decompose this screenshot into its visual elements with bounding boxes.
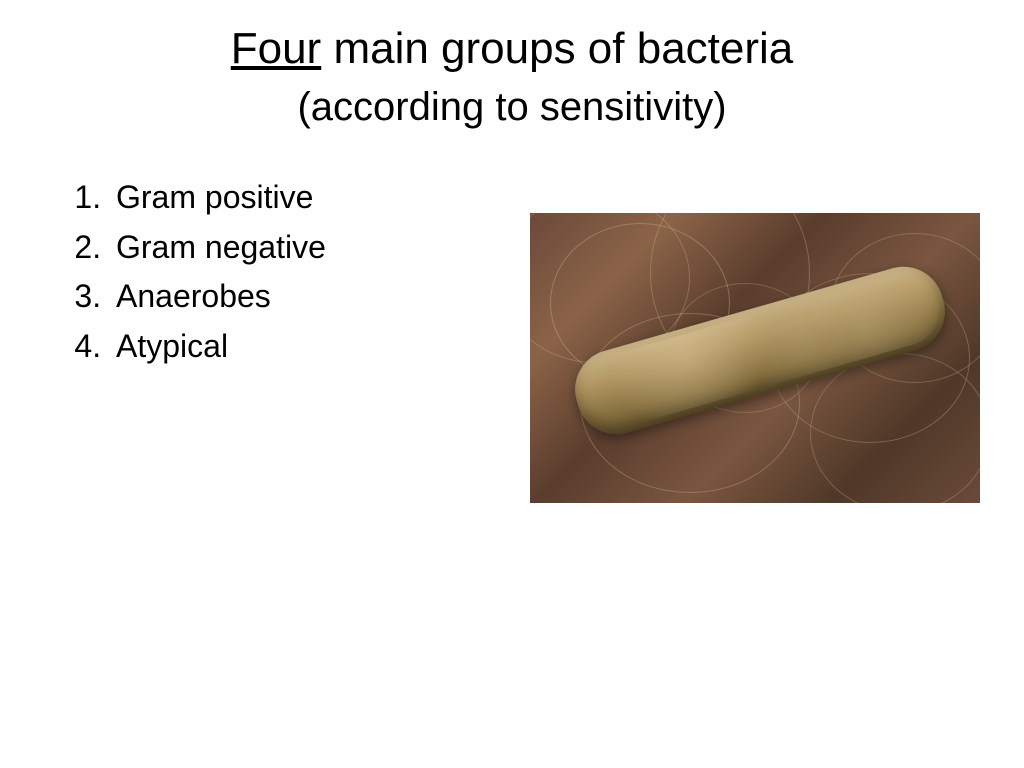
title-line-1: Four main groups of bacteria bbox=[0, 20, 1024, 77]
image-column bbox=[500, 173, 984, 503]
list-item: Gram negative bbox=[110, 223, 500, 273]
bacteria-groups-list: Gram positive Gram negative Anaerobes At… bbox=[60, 173, 500, 371]
list-item: Gram positive bbox=[110, 173, 500, 223]
title-rest: main groups of bacteria bbox=[321, 24, 793, 73]
title-underlined-word: Four bbox=[231, 24, 321, 73]
content-area: Gram positive Gram negative Anaerobes At… bbox=[0, 173, 1024, 503]
list-column: Gram positive Gram negative Anaerobes At… bbox=[60, 173, 500, 503]
title-line-2: (according to sensitivity) bbox=[0, 81, 1024, 133]
list-item: Atypical bbox=[110, 322, 500, 372]
slide-title: Four main groups of bacteria (according … bbox=[0, 0, 1024, 133]
flagellum-strand bbox=[810, 353, 980, 503]
bacteria-micrograph-image bbox=[530, 213, 980, 503]
list-item: Anaerobes bbox=[110, 272, 500, 322]
